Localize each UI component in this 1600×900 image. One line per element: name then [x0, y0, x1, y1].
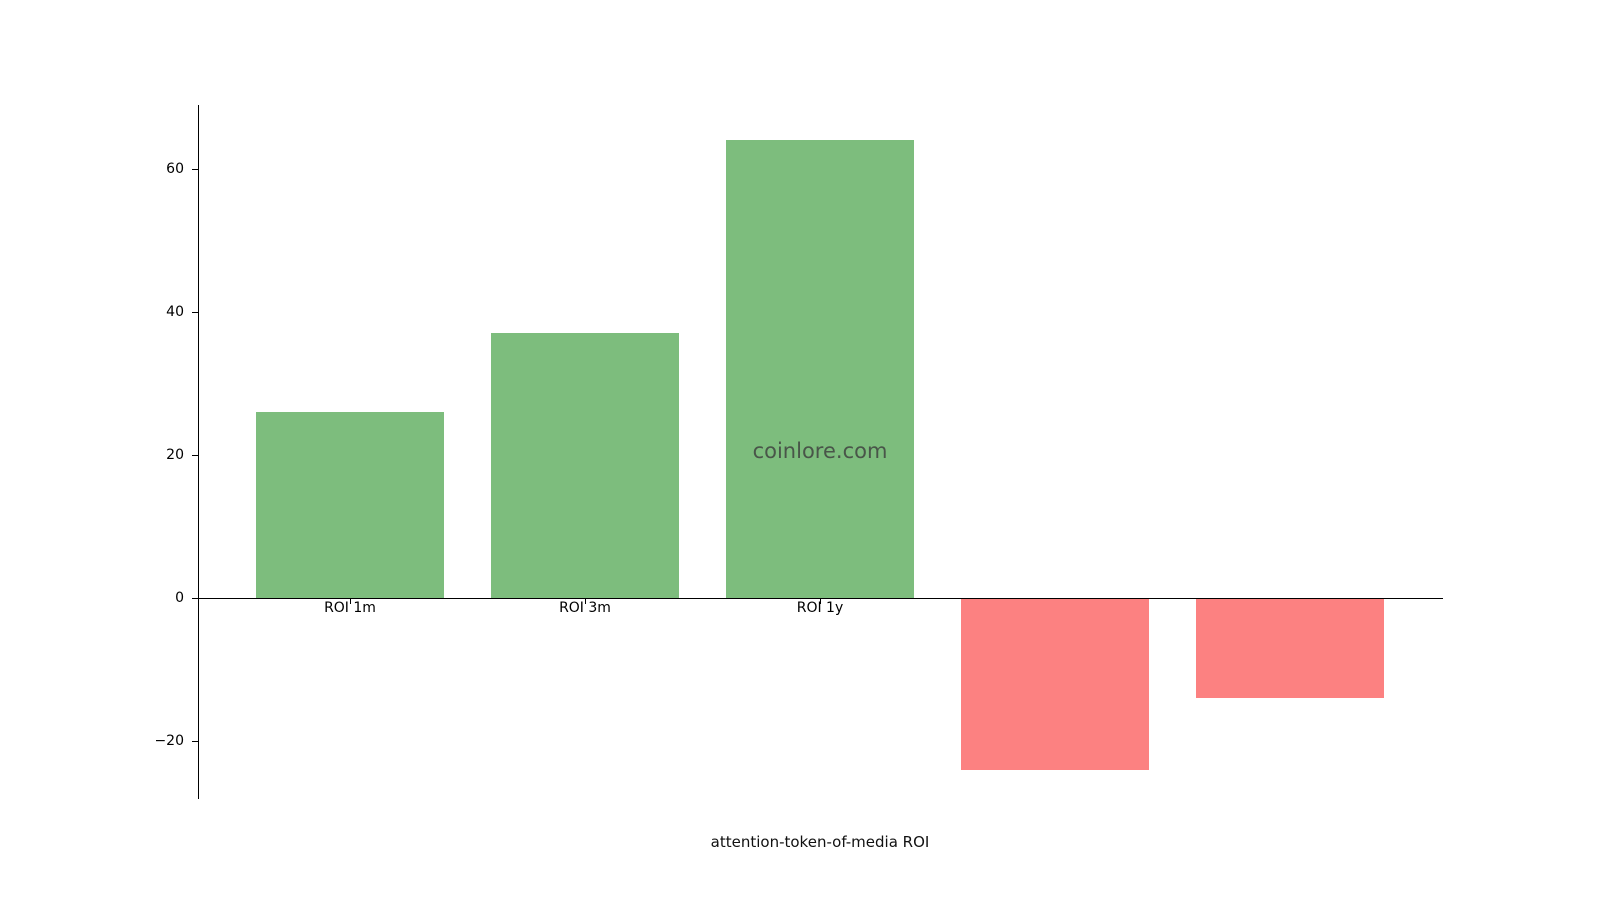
y-tick-label: 0 [175, 590, 184, 606]
watermark-text: coinlore.com [752, 439, 888, 463]
y-tick-label: 40 [166, 304, 184, 320]
bar-negative-4 [1196, 598, 1384, 699]
x-tick-label: ROI 3m [559, 600, 611, 616]
y-tick-label: −20 [154, 733, 184, 749]
y-axis-spine [198, 105, 200, 799]
x-tick-label: ROI 1m [324, 600, 376, 616]
x-tick [349, 598, 351, 604]
y-tick [192, 454, 198, 456]
y-tick-label: 20 [166, 447, 184, 463]
y-tick [192, 168, 198, 170]
x-tick-label: ROI 1y [796, 600, 844, 616]
x-tick [819, 598, 821, 604]
y-tick [192, 311, 198, 313]
y-tick-label: 60 [166, 161, 184, 177]
bar-roi-3m [491, 333, 679, 598]
x-axis-line [198, 598, 1443, 600]
y-tick [192, 740, 198, 742]
bar-negative-3 [961, 598, 1149, 770]
x-tick [584, 598, 586, 604]
bar-roi-1y [726, 140, 914, 598]
x-axis-title: attention-token-of-media ROI [710, 833, 930, 851]
bar-roi-1m [256, 412, 444, 598]
y-tick [192, 597, 198, 599]
